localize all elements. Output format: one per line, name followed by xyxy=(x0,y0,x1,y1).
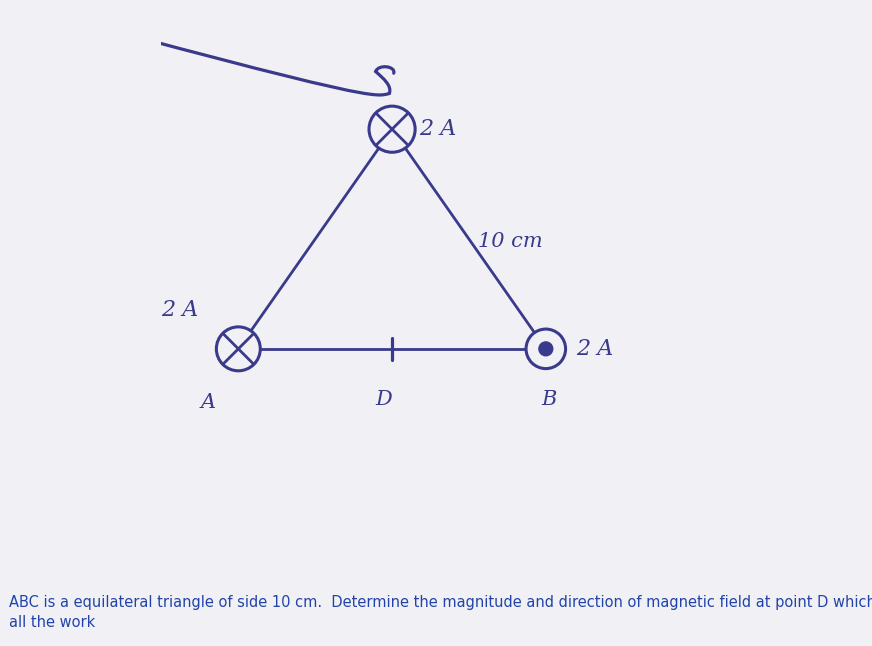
Circle shape xyxy=(526,329,566,369)
Text: 10 cm: 10 cm xyxy=(478,233,542,251)
Text: 2 A: 2 A xyxy=(576,338,613,360)
Circle shape xyxy=(369,106,415,152)
Circle shape xyxy=(539,342,553,356)
Circle shape xyxy=(216,327,260,371)
Text: ABC is a equilateral triangle of side 10 cm.  Determine the magnitude and direct: ABC is a equilateral triangle of side 10… xyxy=(9,596,872,610)
Text: D: D xyxy=(376,390,392,409)
Text: 2 A: 2 A xyxy=(161,299,199,322)
Text: A: A xyxy=(201,393,215,412)
Text: 2 A: 2 A xyxy=(419,118,457,140)
Text: all the work: all the work xyxy=(9,615,95,630)
Text: B: B xyxy=(541,390,556,409)
